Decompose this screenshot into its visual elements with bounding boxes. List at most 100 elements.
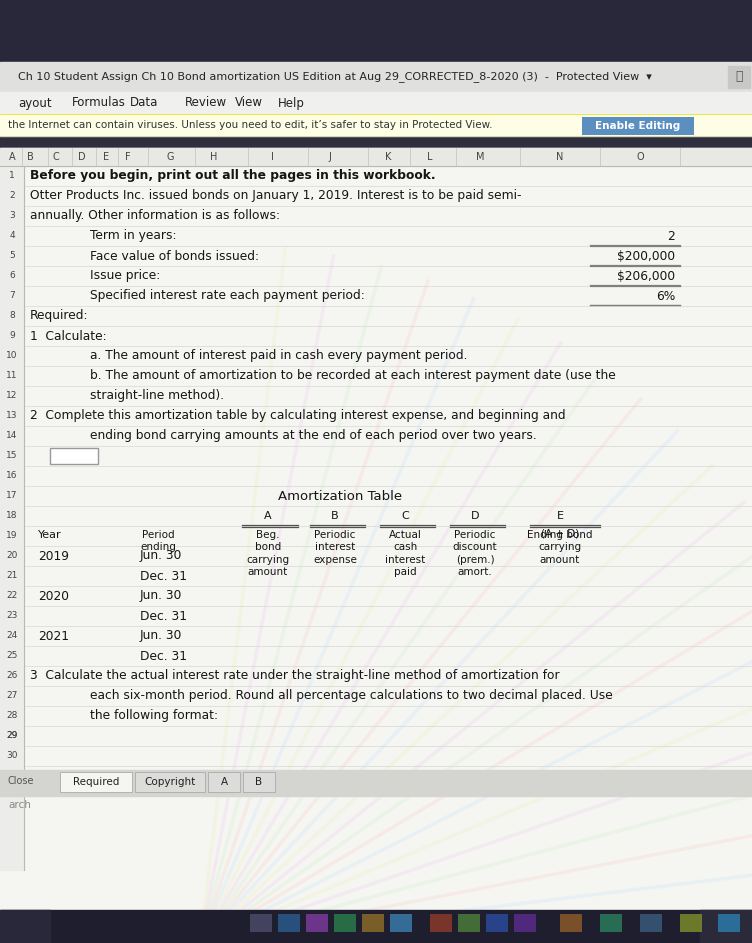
FancyBboxPatch shape bbox=[243, 772, 275, 792]
Text: M: M bbox=[476, 152, 484, 162]
Text: 14: 14 bbox=[6, 432, 18, 440]
Text: Jun. 30: Jun. 30 bbox=[140, 589, 183, 603]
Text: 13: 13 bbox=[6, 411, 18, 421]
Text: A: A bbox=[9, 152, 15, 162]
Bar bbox=[0, 0, 752, 62]
Text: (A + D): (A + D) bbox=[541, 528, 579, 538]
Text: Dec. 31: Dec. 31 bbox=[140, 570, 187, 583]
Bar bbox=[640, 914, 662, 932]
Text: A: A bbox=[264, 511, 271, 521]
Bar bbox=[582, 117, 694, 135]
Text: 29: 29 bbox=[6, 732, 18, 740]
Bar bbox=[560, 914, 582, 932]
Text: Beg.
bond
carrying
amount: Beg. bond carrying amount bbox=[247, 530, 290, 577]
Text: B: B bbox=[331, 511, 339, 521]
Text: 9: 9 bbox=[9, 332, 15, 340]
Text: 2020: 2020 bbox=[38, 589, 69, 603]
Text: Copyright: Copyright bbox=[144, 777, 196, 787]
Text: 16: 16 bbox=[6, 472, 18, 481]
Bar bbox=[486, 914, 508, 932]
Text: K: K bbox=[385, 152, 391, 162]
Text: Enable Editing: Enable Editing bbox=[596, 121, 681, 131]
Text: 23: 23 bbox=[6, 611, 18, 620]
Bar bbox=[0, 770, 752, 796]
Bar bbox=[718, 914, 740, 932]
Text: Formulas: Formulas bbox=[72, 96, 126, 109]
Bar bbox=[700, 910, 752, 943]
Text: E: E bbox=[556, 511, 563, 521]
Text: Jun. 30: Jun. 30 bbox=[140, 550, 183, 563]
FancyBboxPatch shape bbox=[208, 772, 240, 792]
Bar bbox=[728, 66, 750, 88]
Text: straight-line method).: straight-line method). bbox=[90, 389, 224, 403]
Text: Amortization Table: Amortization Table bbox=[278, 489, 402, 503]
Text: B: B bbox=[26, 152, 33, 162]
Text: Period
ending: Period ending bbox=[140, 530, 176, 553]
Text: 3: 3 bbox=[9, 211, 15, 221]
Text: 5: 5 bbox=[9, 252, 15, 260]
Bar bbox=[250, 914, 272, 932]
Text: 15: 15 bbox=[6, 452, 18, 460]
FancyBboxPatch shape bbox=[60, 772, 132, 792]
Text: Ch 10 Student Assign Ch 10 Bond amortization US Edition at Aug 29_CORRECTED_8-20: Ch 10 Student Assign Ch 10 Bond amortiza… bbox=[18, 72, 652, 82]
Bar bbox=[0, 114, 752, 136]
Text: View: View bbox=[235, 96, 263, 109]
Text: Specified interest rate each payment period:: Specified interest rate each payment per… bbox=[90, 290, 365, 303]
Text: $206,000: $206,000 bbox=[617, 270, 675, 283]
Text: H: H bbox=[211, 152, 217, 162]
Text: Dec. 31: Dec. 31 bbox=[140, 609, 187, 622]
Text: 8: 8 bbox=[9, 311, 15, 321]
Text: 2: 2 bbox=[9, 191, 15, 201]
Text: L: L bbox=[427, 152, 432, 162]
Text: 21: 21 bbox=[6, 571, 18, 581]
Bar bbox=[0, 148, 752, 166]
Text: a. The amount of interest paid in cash every payment period.: a. The amount of interest paid in cash e… bbox=[90, 350, 468, 362]
Text: Jun. 30: Jun. 30 bbox=[140, 630, 183, 642]
FancyBboxPatch shape bbox=[135, 772, 205, 792]
Bar bbox=[430, 914, 452, 932]
Text: N: N bbox=[556, 152, 564, 162]
Text: Periodic
interest
expense: Periodic interest expense bbox=[313, 530, 357, 565]
Text: Close: Close bbox=[8, 776, 35, 786]
Text: Data: Data bbox=[130, 96, 159, 109]
Text: 6%: 6% bbox=[656, 290, 675, 303]
Text: Required: Required bbox=[73, 777, 119, 787]
Text: ⌕: ⌕ bbox=[735, 71, 743, 84]
Text: A: A bbox=[220, 777, 228, 787]
Text: 10: 10 bbox=[6, 352, 18, 360]
Bar bbox=[0, 910, 752, 943]
Bar bbox=[278, 914, 300, 932]
Text: arch: arch bbox=[8, 800, 31, 810]
Text: Required:: Required: bbox=[30, 309, 89, 323]
Text: G: G bbox=[166, 152, 174, 162]
Text: 2021: 2021 bbox=[38, 630, 69, 642]
Text: 22: 22 bbox=[6, 591, 17, 601]
Text: 2  Complete this amortization table by calculating interest expense, and beginni: 2 Complete this amortization table by ca… bbox=[30, 409, 566, 422]
Text: 1  Calculate:: 1 Calculate: bbox=[30, 329, 107, 342]
Text: B: B bbox=[256, 777, 262, 787]
Text: the following format:: the following format: bbox=[90, 709, 218, 722]
Text: Ending bond
carrying
amount: Ending bond carrying amount bbox=[527, 530, 593, 565]
Text: F: F bbox=[125, 152, 131, 162]
Text: Before you begin, print out all the pages in this workbook.: Before you begin, print out all the page… bbox=[30, 170, 435, 183]
Text: ayout: ayout bbox=[18, 96, 52, 109]
Bar bbox=[390, 914, 412, 932]
Text: 30: 30 bbox=[6, 752, 18, 760]
Text: Help: Help bbox=[278, 96, 305, 109]
Text: 3  Calculate the actual interest rate under the straight-line method of amortiza: 3 Calculate the actual interest rate und… bbox=[30, 670, 559, 683]
Text: ending bond carrying amounts at the end of each period over two years.: ending bond carrying amounts at the end … bbox=[90, 429, 537, 442]
Text: 26: 26 bbox=[6, 671, 18, 681]
Text: 1: 1 bbox=[9, 172, 15, 180]
Text: 28: 28 bbox=[6, 712, 18, 720]
Bar bbox=[362, 914, 384, 932]
Bar bbox=[514, 914, 536, 932]
Text: Otter Products Inc. issued bonds on January 1, 2019. Interest is to be paid semi: Otter Products Inc. issued bonds on Janu… bbox=[30, 190, 521, 203]
Bar bbox=[334, 914, 356, 932]
Text: 7: 7 bbox=[9, 291, 15, 301]
Text: $200,000: $200,000 bbox=[617, 250, 675, 262]
Text: each six-month period. Round all percentage calculations to two decimal placed. : each six-month period. Round all percent… bbox=[90, 689, 613, 703]
Text: Actual
cash
interest
paid: Actual cash interest paid bbox=[385, 530, 425, 577]
Text: Term in years:: Term in years: bbox=[90, 229, 177, 242]
Text: C: C bbox=[401, 511, 409, 521]
Text: D: D bbox=[471, 511, 479, 521]
